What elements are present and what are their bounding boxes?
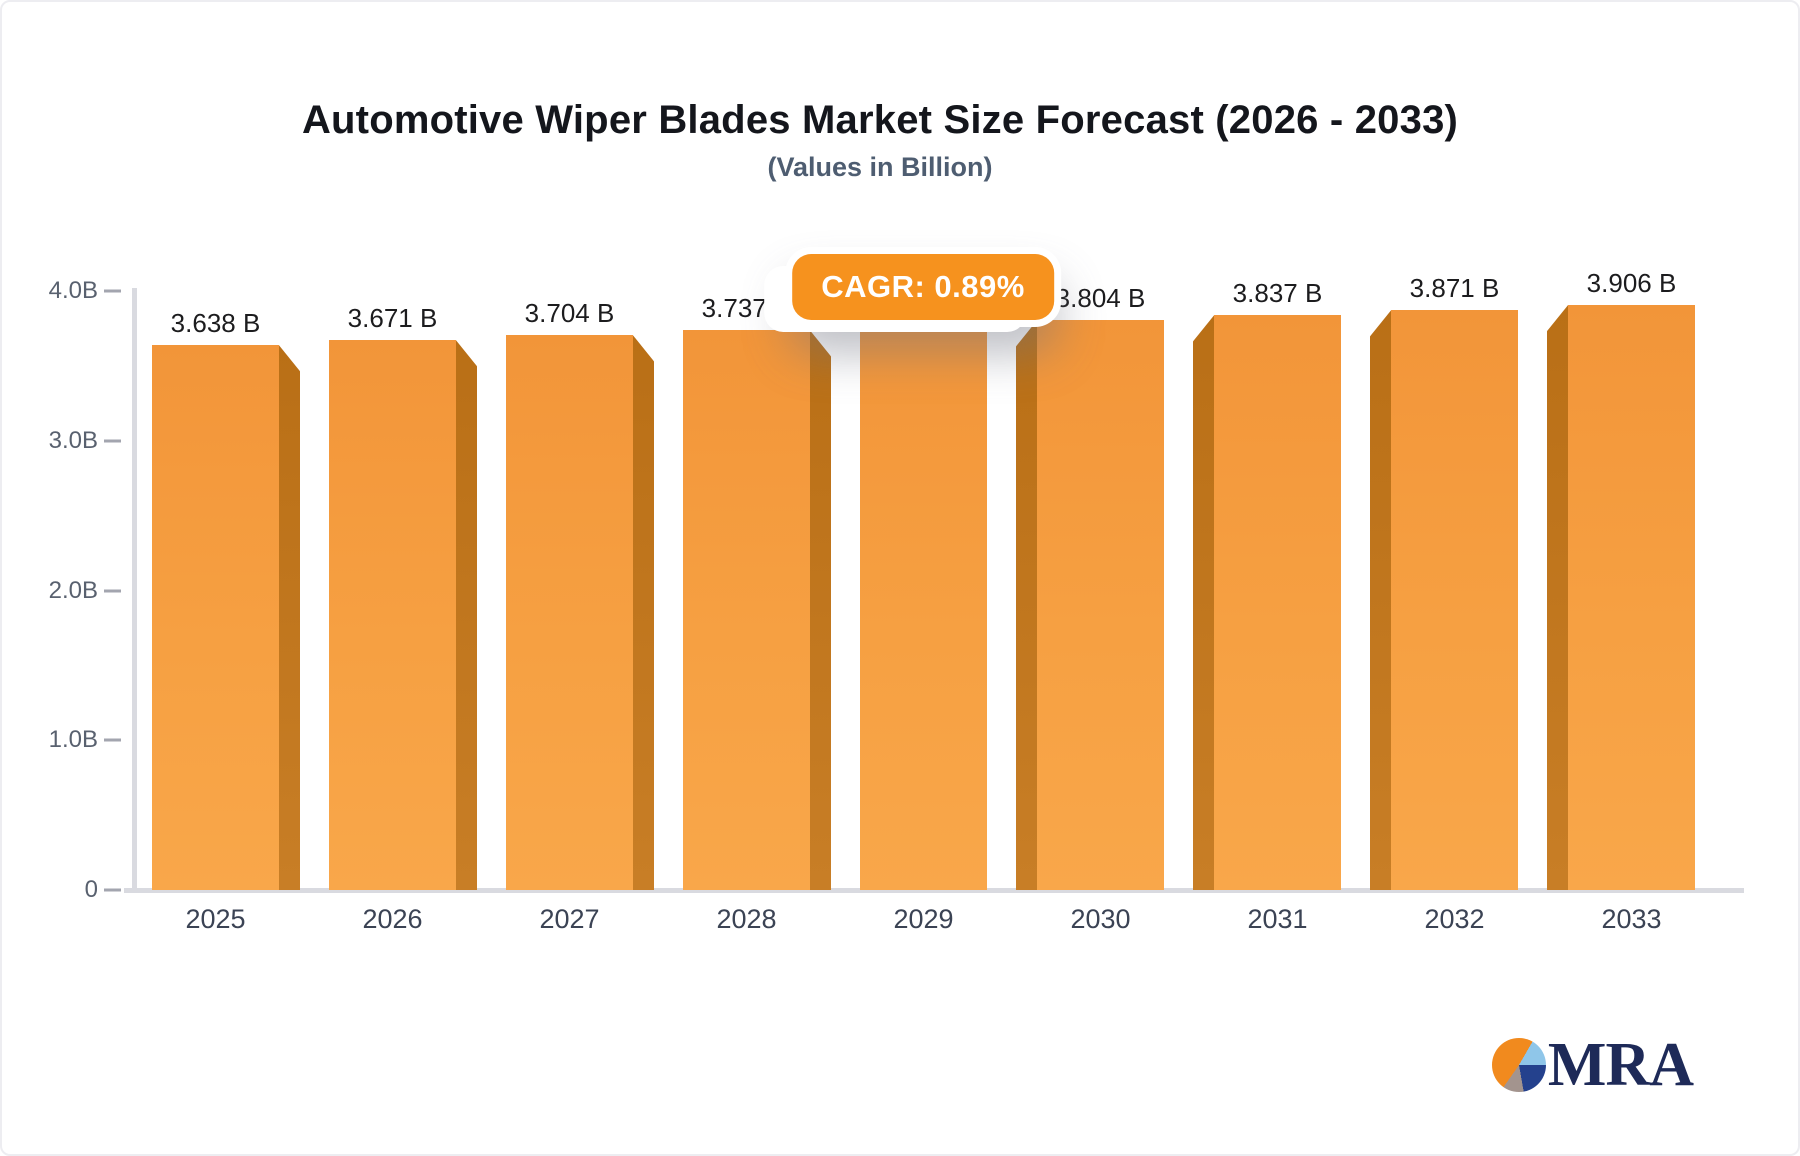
y-tick-label: 1.0B: [48, 726, 98, 754]
y-tick-dash: [104, 289, 121, 293]
bar-2031-side-face: [1193, 315, 1214, 890]
bar-value-label: 3.906 B: [1586, 268, 1677, 299]
y-tick-dash: [104, 439, 121, 443]
y-tick-label: 4.0B: [48, 277, 98, 304]
y-tick-dash: [104, 738, 121, 742]
bar-2026: [329, 340, 456, 890]
bar-value-label: 3.671 B: [347, 303, 438, 334]
x-tick-label-2025: 2025: [185, 904, 246, 934]
bar-2033-side-face: [1547, 305, 1568, 890]
x-tick-label-2030: 2030: [1070, 904, 1131, 934]
bar-2027: [506, 335, 633, 890]
bar-value-label: 3.871 B: [1409, 273, 1500, 304]
cagr-badge: CAGR: 0.89%: [792, 254, 1054, 320]
bar-2032: [1391, 310, 1518, 890]
bar-2028: [683, 330, 810, 890]
y-tick-dash: [104, 589, 121, 592]
bar-2030: [1037, 320, 1164, 890]
y-tick-label: 2.0B: [48, 576, 98, 604]
bar-value-label: 3.837 B: [1232, 278, 1323, 309]
bar-value-label: 3.804 B: [1055, 283, 1146, 314]
x-tick-label-2032: 2032: [1424, 904, 1485, 934]
x-axis-line: [124, 888, 1744, 893]
x-tick-label-2026: 2026: [362, 904, 423, 934]
pie-chart-icon: [1491, 1038, 1546, 1092]
bar-value-label: 3.638 B: [170, 308, 261, 339]
y-tick-dash: [104, 888, 121, 892]
page-subtitle: (Values in Billion): [767, 152, 993, 182]
bar-2030-side-face: [1016, 320, 1037, 890]
x-tick-label-2029: 2029: [893, 904, 954, 934]
y-axis-line: [132, 288, 137, 892]
x-tick-label-2027: 2027: [539, 904, 600, 934]
bar-2031: [1214, 315, 1341, 890]
bar-2025: [152, 345, 279, 890]
page-title: Automotive Wiper Blades Market Size Fore…: [301, 98, 1459, 142]
bar-2028-side-face: [810, 330, 831, 890]
bar-value-label: 3.737 B: [701, 293, 792, 324]
bar-2033: [1568, 305, 1695, 890]
x-tick-label-2028: 2028: [716, 904, 777, 934]
bar-2025-side-face: [279, 345, 300, 890]
bar-2029: [860, 325, 987, 890]
y-tick-label: 0: [84, 876, 98, 903]
brand-name: MRA: [1547, 1031, 1694, 1099]
bar-2027-side-face: [633, 335, 654, 890]
bar-2026-side-face: [456, 340, 477, 890]
bar-value-label: 3.704 B: [524, 298, 615, 329]
x-tick-label-2031: 2031: [1247, 904, 1308, 934]
y-tick-label: 3.0B: [48, 426, 98, 454]
brand-logo: MRA: [1491, 1031, 1694, 1099]
x-tick-label-2033: 2033: [1601, 904, 1662, 934]
bar-2032-side-face: [1370, 310, 1391, 890]
